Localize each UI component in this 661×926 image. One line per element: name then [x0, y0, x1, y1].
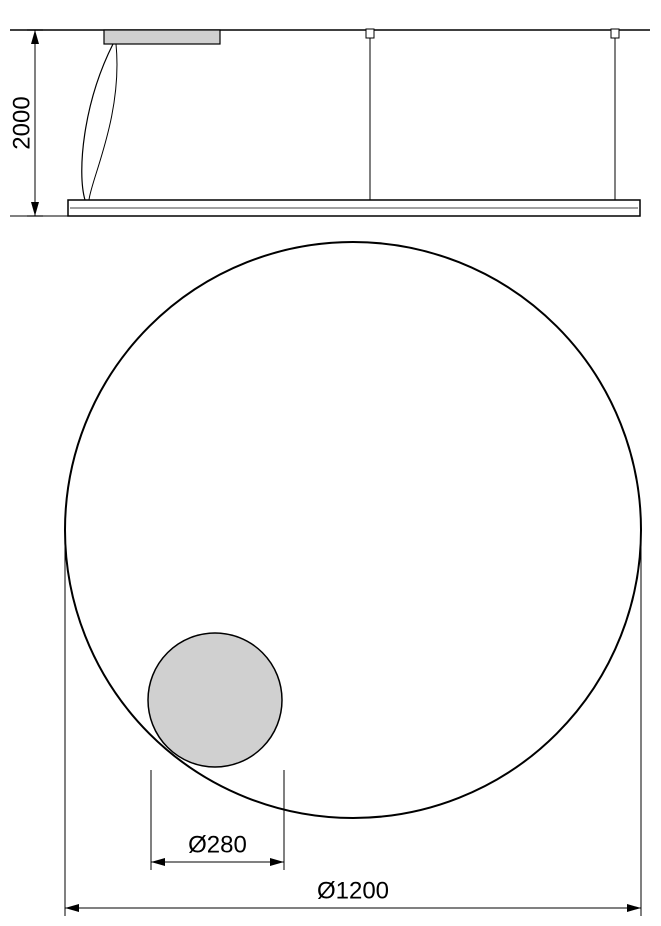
technical-drawing: 2000 Ø280 Ø1200: [0, 0, 661, 926]
dim-inner-diameter: Ø280: [188, 831, 247, 858]
cable-anchor: [366, 29, 374, 38]
ceiling-canopy: [104, 30, 220, 44]
dim-height: 2000: [8, 96, 35, 149]
inner-disc: [148, 633, 282, 767]
cable-anchor: [611, 29, 619, 38]
dim-outer-diameter: Ø1200: [317, 877, 389, 904]
power-cable: [82, 44, 113, 200]
outer-ring: [65, 242, 641, 818]
